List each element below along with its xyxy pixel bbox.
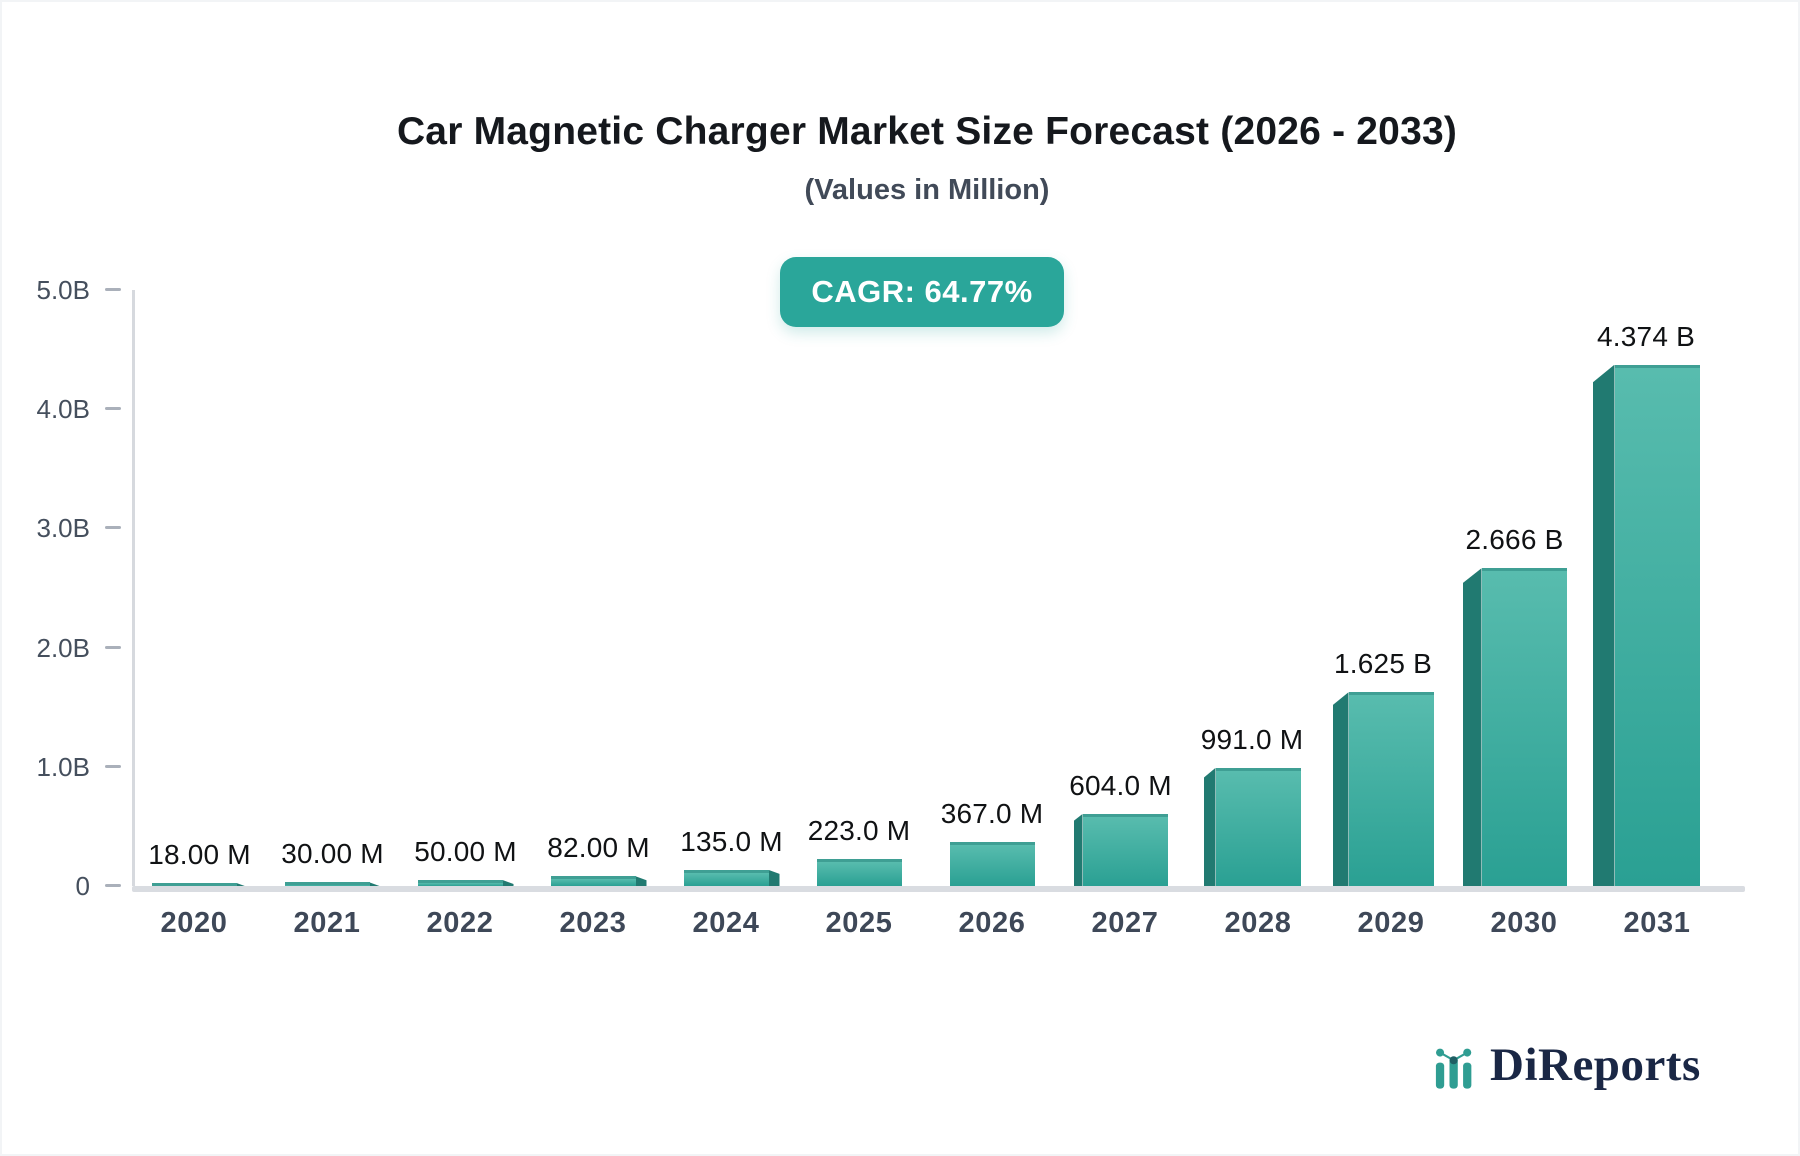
y-axis-tick-label: 2.0B [36,632,91,663]
bar-2024 [683,869,769,886]
bar-side-face-2024 [768,869,780,886]
bar-2022 [417,880,503,886]
bar-value-label-2020: 18.00 M [148,839,251,870]
x-axis-year-label-2028: 2028 [1224,907,1292,939]
y-axis-tick-label: 4.0B [36,394,91,425]
x-axis-year-label-2023: 2023 [559,907,627,939]
bar-2027 [1082,814,1168,886]
bar-value-label-2021: 30.00 M [281,838,384,870]
x-axis-year-label-2020: 2020 [160,907,228,939]
x-axis-year-label-2025: 2025 [825,907,893,939]
x-axis-year-label-2029: 2029 [1357,907,1425,939]
bar-side-face-2022 [502,880,514,886]
chart-subtitle: (Values in Million) [804,174,1050,206]
cagr-badge-label: CAGR: 64.77% [811,274,1033,309]
bar-side-face-2031 [1592,364,1615,886]
bar-side-face-2030 [1462,568,1482,886]
bar-value-label-2030: 2.666 B [1465,524,1564,556]
y-axis-tick [105,407,121,411]
x-axis-baseline [132,886,1745,892]
bar-2030 [1481,568,1567,886]
y-axis-tick-label: 5.0B [36,275,91,305]
y-axis-tick [105,764,121,768]
cagr-badge: CAGR: 64.77% [780,257,1064,327]
bar-value-label-2022: 50.00 M [414,836,517,868]
x-axis-year-label-2027: 2027 [1091,907,1159,939]
bar-value-label-2027: 604.0 M [1069,770,1172,801]
x-axis-year-label-2031: 2031 [1623,907,1691,939]
bar-value-label-2031: 4.374 B [1597,320,1695,352]
bar-side-face-2029 [1332,692,1349,886]
bar-side-face-2023 [635,876,647,886]
bar-2025 [816,859,902,886]
y-axis-tick [105,884,121,887]
bar-2026 [949,842,1035,886]
y-axis-tick-label: 0 [75,871,90,901]
brand-name: DiReports [1490,1039,1701,1091]
bar-side-face-2027 [1073,814,1083,886]
y-axis-tick-label: 3.0B [36,513,91,544]
bar-value-label-2029: 1.625 B [1334,648,1432,680]
y-axis-tick [105,645,121,649]
bar-value-label-2026: 367.0 M [940,798,1044,830]
x-axis-year-label-2022: 2022 [426,907,494,939]
x-axis-year-label-2021: 2021 [293,907,361,939]
x-axis-year-label-2024: 2024 [692,907,760,939]
y-axis-tick-label: 1.0B [36,751,91,782]
bar-2023 [550,876,636,886]
bar-2031 [1614,364,1700,886]
x-axis-year-label-2026: 2026 [958,907,1026,939]
bar-2020 [151,883,237,886]
y-axis-tick [105,288,121,291]
bar-value-label-2023: 82.00 M [547,832,650,864]
bar-side-face-2028 [1203,767,1216,886]
bar-value-label-2025: 223.0 M [807,815,911,847]
chart-title: Car Magnetic Charger Market Size Forecas… [396,110,1458,153]
bar-value-label-2024: 135.0 M [680,825,783,857]
bar-2021 [284,882,370,886]
x-axis-year-label-2030: 2030 [1490,907,1558,939]
brand-logo: DiReports [1430,1038,1701,1092]
y-axis-line [132,290,135,886]
bar-2029 [1348,692,1434,886]
bar-2028 [1215,767,1301,886]
mini-bar-chart-logo-icon [1435,1048,1472,1089]
bar-value-label-2028: 991.0 M [1200,723,1304,755]
y-axis-tick [105,526,121,530]
